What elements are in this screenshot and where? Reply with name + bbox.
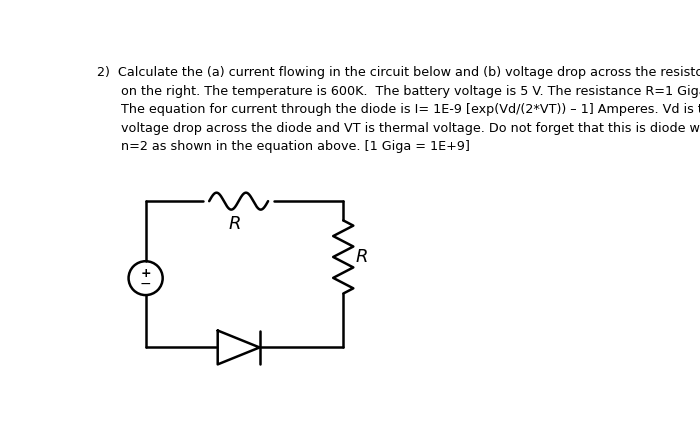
Text: −: − — [140, 277, 151, 291]
Text: n=2 as shown in the equation above. [1 Giga = 1E+9]: n=2 as shown in the equation above. [1 G… — [97, 140, 470, 153]
Text: R: R — [356, 248, 368, 266]
Text: R: R — [228, 215, 241, 233]
Text: 2)  Calculate the (a) current flowing in the circuit below and (b) voltage drop : 2) Calculate the (a) current flowing in … — [97, 66, 700, 79]
Text: voltage drop across the diode and VT is thermal voltage. Do not forget that this: voltage drop across the diode and VT is … — [97, 122, 700, 135]
Text: +: + — [140, 267, 151, 280]
Text: The equation for current through the diode is I= 1E-9 [exp(Vd/(2*VT)) – 1] Amper: The equation for current through the dio… — [97, 103, 700, 116]
Text: on the right. The temperature is 600K.  The battery voltage is 5 V. The resistan: on the right. The temperature is 600K. T… — [97, 85, 700, 98]
